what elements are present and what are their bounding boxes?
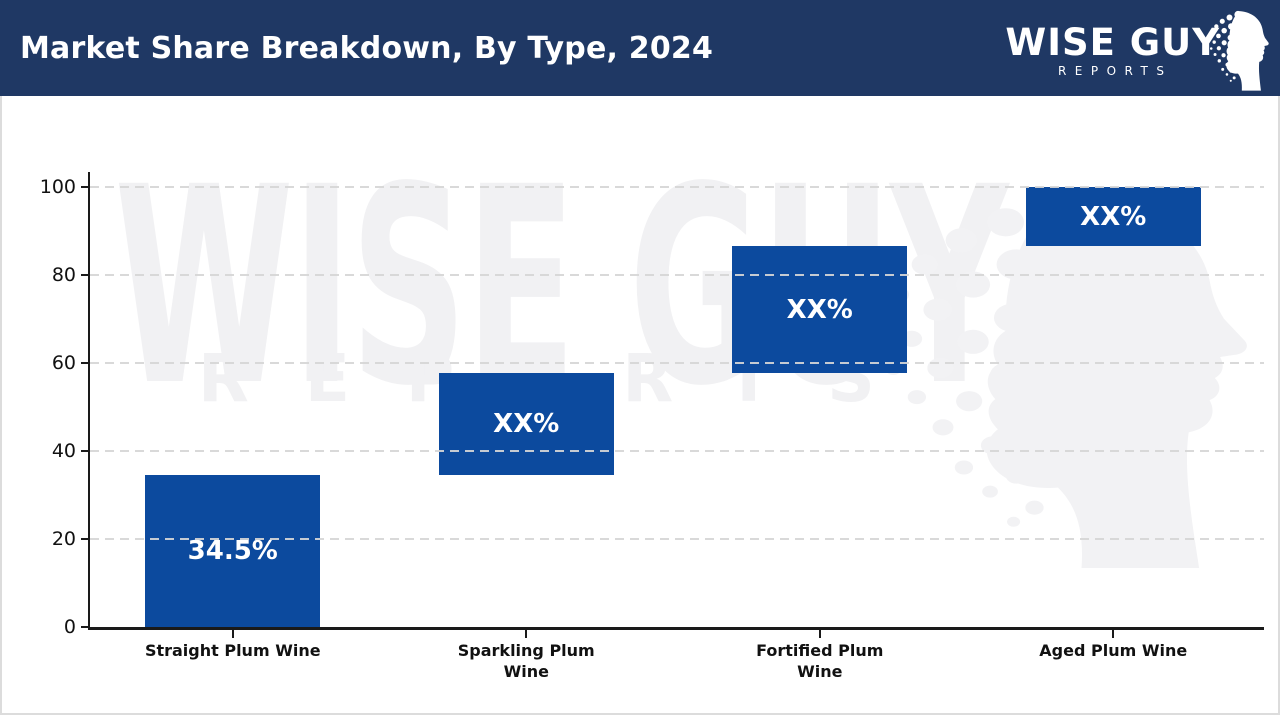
y-axis-tick-mark	[81, 186, 90, 188]
bar-value-label: XX%	[493, 409, 560, 440]
gridline-80	[90, 274, 1264, 276]
bar-segment: 34.5%	[145, 475, 321, 627]
y-axis-tick-mark	[81, 362, 90, 364]
brand-face-icon	[1206, 6, 1270, 91]
bar-value-label: XX%	[786, 294, 853, 325]
bar-value-label: 34.5%	[187, 536, 278, 567]
y-axis-tick-mark	[81, 626, 90, 628]
x-axis-category-label: Sparkling Plum Wine	[457, 641, 595, 681]
y-axis-tick-label: 40	[51, 440, 76, 462]
x-axis-category-label: Fortified Plum Wine	[756, 641, 884, 681]
y-axis-tick-label: 60	[51, 352, 76, 374]
bar-value-label: XX%	[1080, 201, 1147, 232]
y-axis-tick-label: 20	[51, 528, 76, 550]
brand-logo: WISE GUY REPORTS	[1005, 2, 1270, 94]
brand-subtitle: REPORTS	[1057, 63, 1173, 78]
chart-card: WISE GUY REPORTS 02040608010034.5%Straig…	[0, 96, 1280, 715]
gridline-20	[90, 538, 1264, 540]
gridline-60	[90, 362, 1264, 364]
bar-segment: XX%	[732, 246, 908, 374]
x-axis-line	[88, 627, 1264, 630]
bar-segment: XX%	[1025, 187, 1201, 247]
gridline-100	[90, 186, 1264, 188]
y-axis-tick-label: 100	[39, 176, 76, 198]
x-axis-tick-mark	[525, 630, 528, 638]
y-axis-tick-label: 0	[63, 616, 76, 638]
y-axis-tick-label: 80	[51, 264, 76, 286]
brand-logo-text: WISE GUY REPORTS	[1005, 21, 1220, 78]
gridline-40	[90, 450, 1264, 452]
x-axis-category-label: Aged Plum Wine	[1039, 641, 1188, 660]
x-axis-tick-mark	[231, 630, 234, 638]
x-axis-category-label: Straight Plum Wine	[144, 641, 321, 660]
x-axis-tick-mark	[818, 630, 821, 638]
page-title: Market Share Breakdown, By Type, 2024	[20, 30, 714, 66]
y-axis-line	[88, 172, 90, 630]
x-axis-tick-mark	[1112, 630, 1115, 638]
header-bar: Market Share Breakdown, By Type, 2024 WI…	[0, 0, 1280, 96]
y-axis-tick-mark	[81, 450, 90, 452]
brand-name: WISE GUY	[1005, 21, 1220, 65]
y-axis-tick-mark	[81, 538, 90, 540]
y-axis-tick-mark	[81, 274, 90, 276]
plot-area: 0 20 40 60 80 100 34.5% Straight Plum Wine XX% Sp…	[2, 96, 1278, 713]
bar-segment: XX%	[438, 373, 614, 476]
